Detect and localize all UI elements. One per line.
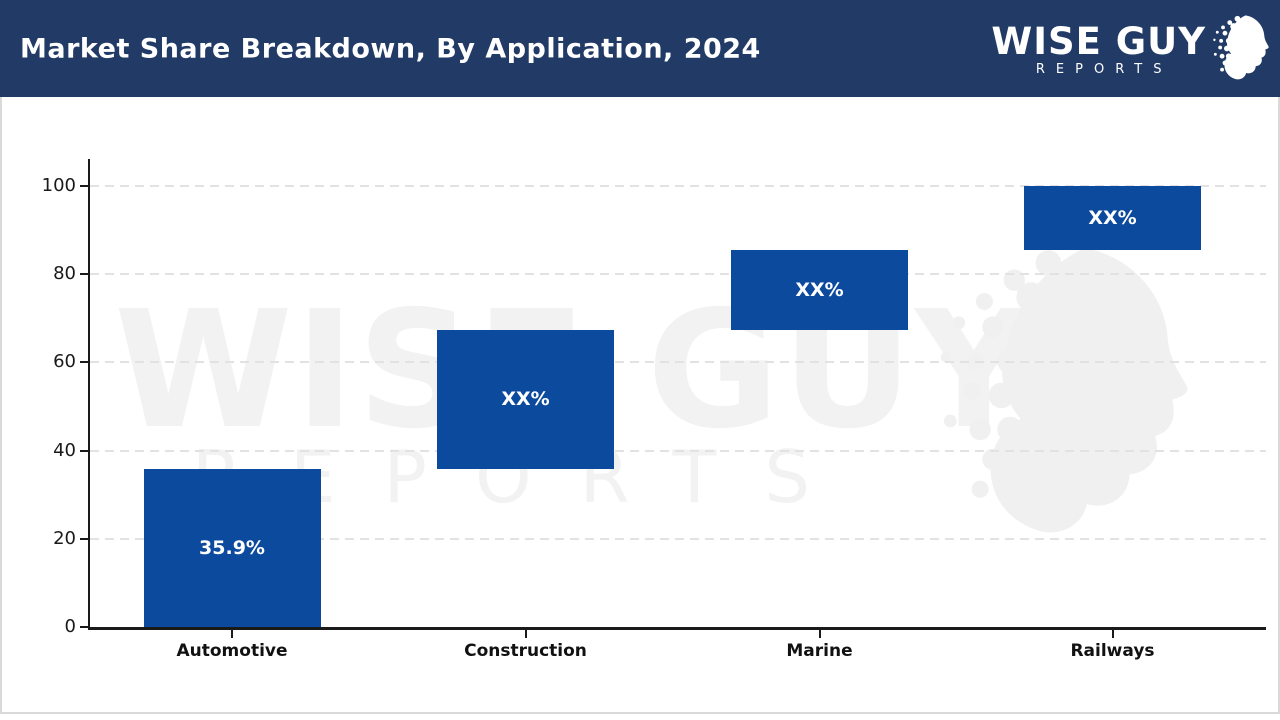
bar-marine: XX%	[731, 249, 908, 330]
wiseguy-logo: WISE GUY REPORTS	[991, 8, 1272, 90]
page-title: Market Share Breakdown, By Application, …	[20, 33, 761, 64]
y-tick-label: 60	[53, 351, 76, 373]
x-axis-spine	[88, 627, 1266, 630]
y-tick-label: 40	[53, 439, 76, 461]
bar-value-label: 35.9%	[199, 536, 265, 559]
y-tick-60	[80, 361, 89, 364]
x-tick-automotive	[231, 630, 233, 638]
gridline-60	[90, 361, 1266, 364]
x-tick-marine	[818, 630, 821, 638]
y-tick-label: 80	[53, 263, 76, 285]
bar-value-label: XX%	[795, 278, 844, 301]
logo-wordmark: WISE GUY	[991, 19, 1206, 63]
x-tick-label-construction: Construction	[464, 641, 587, 661]
y-tick-40	[80, 449, 89, 452]
y-tick-label: 20	[53, 527, 76, 549]
logo-text: WISE GUY REPORTS	[991, 23, 1206, 76]
x-tick-label-marine: Marine	[786, 641, 853, 661]
waterfall-chart: 0 20 40 60 80 100 35.9% XX% XX% XX% Automotive Cons…	[2, 97, 1278, 712]
gridline-40	[90, 449, 1266, 452]
header: Market Share Breakdown, By Application, …	[0, 0, 1280, 97]
chart-panel: WISE GUY REPORTS 0 20 40 60 80 100 35	[0, 97, 1280, 714]
y-tick-label: 0	[64, 616, 76, 637]
bar-automotive: 35.9%	[143, 468, 321, 627]
bar-construction: XX%	[437, 329, 614, 469]
bar-value-label: XX%	[501, 388, 550, 411]
y-axis-spine	[88, 159, 90, 630]
bar-railways: XX%	[1024, 186, 1201, 250]
wiseguy-face-icon	[1213, 15, 1269, 80]
y-tick-80	[80, 273, 89, 276]
y-tick-100	[80, 185, 89, 187]
gridline-20	[90, 537, 1266, 540]
y-tick-label: 100	[41, 175, 76, 196]
logo-subtitle: REPORTS	[1035, 61, 1173, 77]
y-tick-20	[80, 537, 89, 540]
x-tick-railways	[1111, 630, 1114, 638]
y-tick-0	[80, 626, 89, 628]
bar-value-label: XX%	[1088, 206, 1137, 229]
gridline-80	[90, 273, 1266, 276]
x-tick-label-railways: Railways	[1070, 641, 1155, 661]
x-tick-label-automotive: Automotive	[176, 641, 288, 661]
x-tick-construction	[524, 630, 527, 638]
gridline-100	[90, 185, 1266, 187]
